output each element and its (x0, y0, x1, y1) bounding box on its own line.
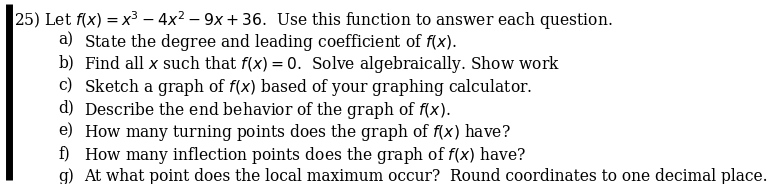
Text: State the degree and leading coefficient of $f(x)$.: State the degree and leading coefficient… (84, 32, 458, 53)
Text: Sketch a graph of $f(x)$ based of your graphing calculator.: Sketch a graph of $f(x)$ based of your g… (84, 77, 533, 98)
Text: 25) Let $f(x) = x^3 - 4x^2 - 9x + 36$.  Use this function to answer each questio: 25) Let $f(x) = x^3 - 4x^2 - 9x + 36$. U… (14, 9, 612, 32)
Text: b): b) (58, 54, 74, 71)
Text: e): e) (58, 122, 73, 139)
Text: g): g) (58, 168, 74, 184)
Text: a): a) (58, 32, 73, 49)
Text: c): c) (58, 77, 73, 94)
Text: How many inflection points does the graph of $f(x)$ have?: How many inflection points does the grap… (84, 145, 526, 166)
Text: How many turning points does the graph of $f(x)$ have?: How many turning points does the graph o… (84, 122, 511, 143)
Text: f): f) (58, 145, 70, 162)
Text: At what point does the local maximum occur?  Round coordinates to one decimal pl: At what point does the local maximum occ… (84, 168, 768, 184)
Text: Find all $x$ such that $f(x) = 0$.  Solve algebraically. Show work: Find all $x$ such that $f(x) = 0$. Solve… (84, 54, 560, 75)
Text: Describe the end behavior of the graph of $f(x)$.: Describe the end behavior of the graph o… (84, 100, 451, 121)
Text: d): d) (58, 100, 74, 117)
